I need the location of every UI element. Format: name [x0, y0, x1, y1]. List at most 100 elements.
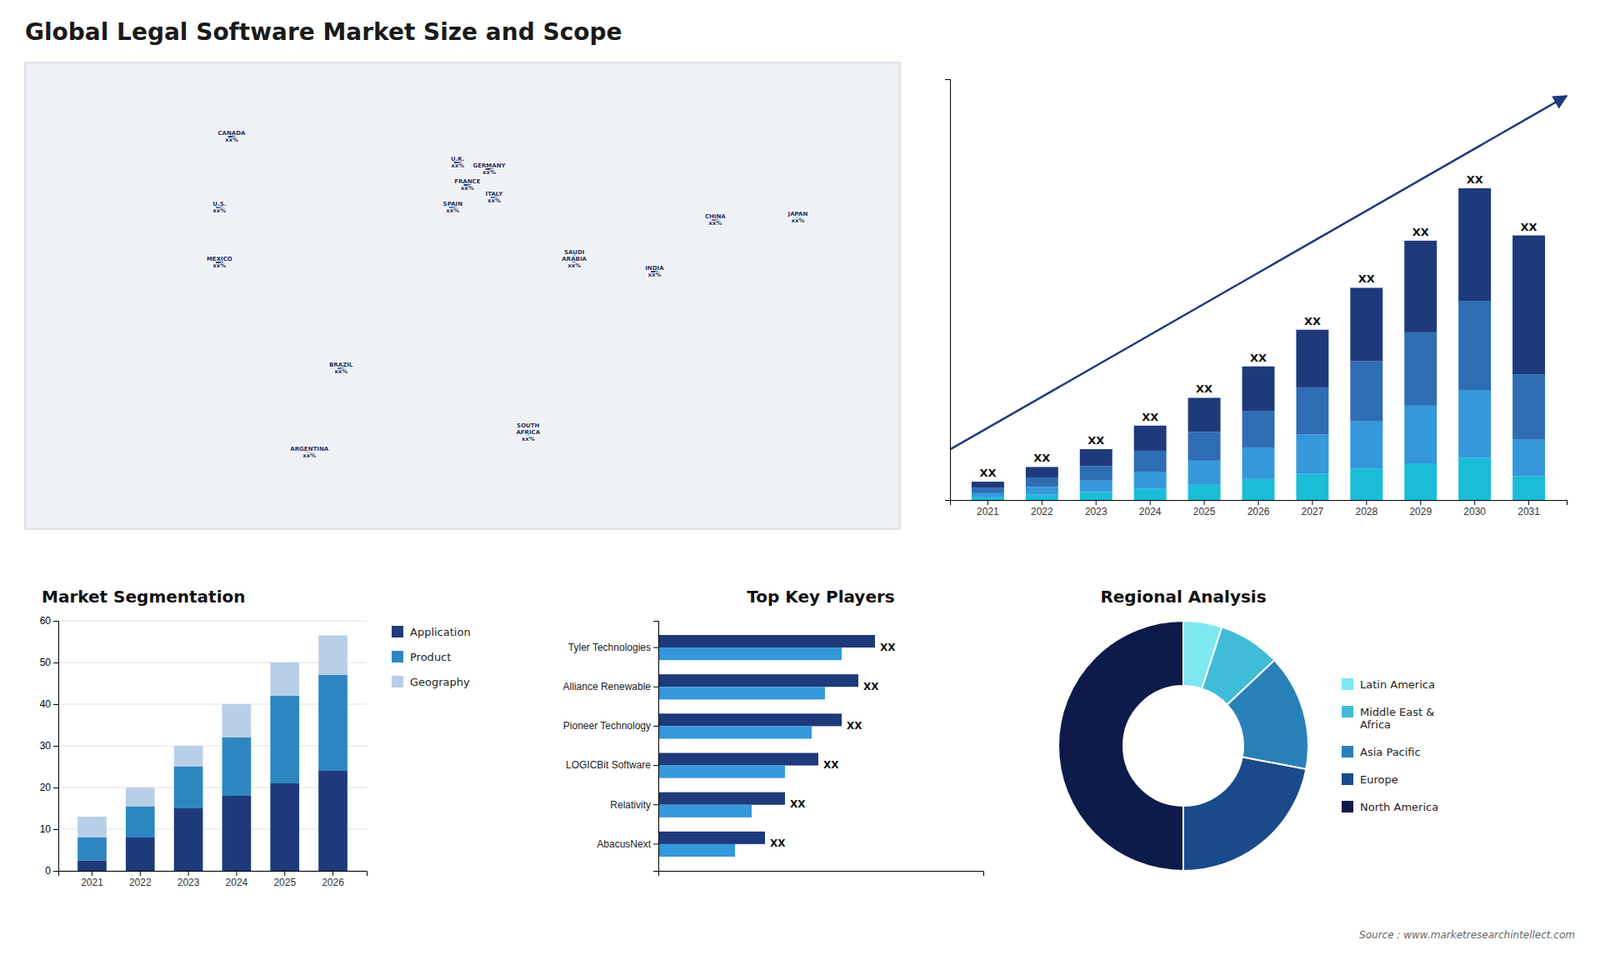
x-tick-label: 2021: [976, 505, 1000, 518]
bar-segment: [1242, 410, 1275, 448]
y-tick-label: 30: [40, 740, 52, 752]
y-tick-mark: [53, 870, 59, 872]
legend-label: Geography: [410, 675, 470, 689]
y-tick-label: 20: [40, 781, 52, 794]
y-tick-label: 10: [40, 823, 52, 835]
bar: [658, 635, 875, 648]
country-subtext: xx%: [450, 162, 465, 170]
legend-swatch: [1341, 678, 1354, 690]
text-line: JAPAN: [787, 210, 809, 218]
bars: [658, 635, 875, 857]
y-tick: 50: [40, 656, 59, 669]
bar-segment: [1458, 458, 1491, 500]
bar-segment: [222, 704, 252, 738]
x-tick-label: 2025: [1193, 505, 1216, 518]
x-tick-mark: [1311, 500, 1313, 505]
x-tick-mark: [188, 870, 190, 876]
x-tick-label: 2024: [1139, 505, 1162, 518]
bar-segment: [1295, 474, 1329, 500]
legend-entry: Asia Pacific: [1341, 745, 1421, 759]
y-axis-line: [945, 80, 951, 501]
x-tick: 2022: [129, 870, 152, 889]
country-label: CHINA: [705, 213, 726, 220]
country-subtext: xx%: [212, 207, 226, 215]
legend-label: Application: [410, 625, 471, 639]
text-line: Europe: [1360, 773, 1399, 786]
text-line: GERMANY: [472, 162, 506, 170]
country-label: INDIA: [645, 265, 665, 272]
bar-segment: [77, 837, 107, 861]
source-note: Source : www.marketresearchintellect.com: [1359, 929, 1575, 941]
legend-entry: Product: [391, 650, 451, 664]
x-tick-mark: [284, 870, 285, 876]
legend-entry: Latin America: [1341, 678, 1435, 691]
legend-entry: Geography: [391, 675, 470, 689]
x-tick: 2024: [1139, 500, 1162, 518]
text-line: SOUTH: [516, 422, 540, 430]
bar-annotation: XX: [863, 680, 880, 693]
bar-annotation: XX: [1250, 351, 1267, 365]
text-line: Africa: [1360, 718, 1391, 731]
y-axis-line: [53, 621, 60, 872]
legend-label: Product: [410, 650, 451, 664]
bar-segment: [270, 695, 300, 784]
y-tick-label: Relativity: [610, 799, 651, 811]
y-tick: 20: [40, 781, 59, 794]
donut-chart: Regional AnalysisLatin AmericaMiddle Eas…: [1058, 586, 1439, 871]
country-label: JAPAN: [787, 210, 809, 218]
x-tick: 2027: [1301, 500, 1325, 518]
bar-annotation: XX: [1466, 173, 1484, 186]
country-subtext: xx%: [647, 271, 661, 279]
y-axis: 0102030405060: [40, 615, 60, 877]
country-label: U.K.: [450, 155, 465, 163]
legend: Application Product Geography: [391, 625, 471, 689]
bar-segment: [1512, 476, 1545, 500]
x-axis-line: [59, 871, 368, 877]
map-labels: CANADAxx%U.S.xx%MEXICOxx%BRAZILxx%ARGENT…: [206, 130, 809, 459]
x-tick-mark: [91, 870, 93, 876]
bar-annotation: XX: [770, 837, 786, 850]
bar-segment: [1512, 235, 1545, 375]
bar-segment: [222, 795, 252, 871]
x-tick: 2028: [1355, 500, 1378, 518]
bar-segment: [1134, 471, 1167, 489]
y-tick-mark: [53, 662, 59, 664]
country-subtext: xx%: [487, 197, 501, 205]
slice: [1183, 756, 1306, 871]
bar-segment: [222, 737, 252, 796]
x-tick: 2030: [1463, 500, 1486, 518]
bar: [658, 674, 859, 687]
y-tick-mark: [653, 725, 659, 727]
y-tick-mark: [53, 829, 59, 830]
x-tick-mark: [1528, 500, 1530, 505]
bar-annotation: XX: [1033, 451, 1050, 465]
text-line: Latin America: [1360, 678, 1435, 691]
x-tick-label: 2022: [129, 876, 152, 889]
country-label: GERMANY: [472, 162, 506, 170]
bar: [658, 647, 842, 660]
bar-segment: [1458, 300, 1491, 390]
legend-swatch: [1341, 800, 1354, 813]
bar-segment: [270, 783, 300, 871]
text-line: U.S.: [212, 200, 226, 208]
y-tick-label: Alliance Renewable: [563, 680, 652, 693]
bar-annotation: XX: [1412, 225, 1430, 239]
x-tick: 2025: [1193, 500, 1216, 518]
y-tick-label: LOGICBit Software: [565, 759, 651, 771]
bar-segment: [1350, 468, 1383, 500]
legend-entry: Europe: [1341, 773, 1399, 786]
x-tick-label: 2022: [1030, 505, 1054, 518]
bar: [658, 792, 785, 805]
y-tick-label: 60: [40, 615, 52, 627]
bar-segment: [1350, 421, 1383, 470]
country-subtext: xx%: [445, 207, 460, 215]
y-tick: Relativity: [610, 799, 659, 811]
country-subtext: xx%: [790, 217, 805, 225]
country-label: MEXICO: [206, 255, 233, 263]
bar-segment: [1242, 366, 1275, 411]
bar-chart: XXXXXXXXXXXXXXXXXXXXXX202120222023202420…: [945, 80, 1568, 518]
figure-title: Global Legal Software Market Size and Sc…: [25, 18, 623, 46]
bar-annotation: XX: [1195, 382, 1213, 395]
legend-label: Asia Pacific: [1360, 745, 1421, 759]
x-tick: 2031: [1517, 500, 1540, 518]
